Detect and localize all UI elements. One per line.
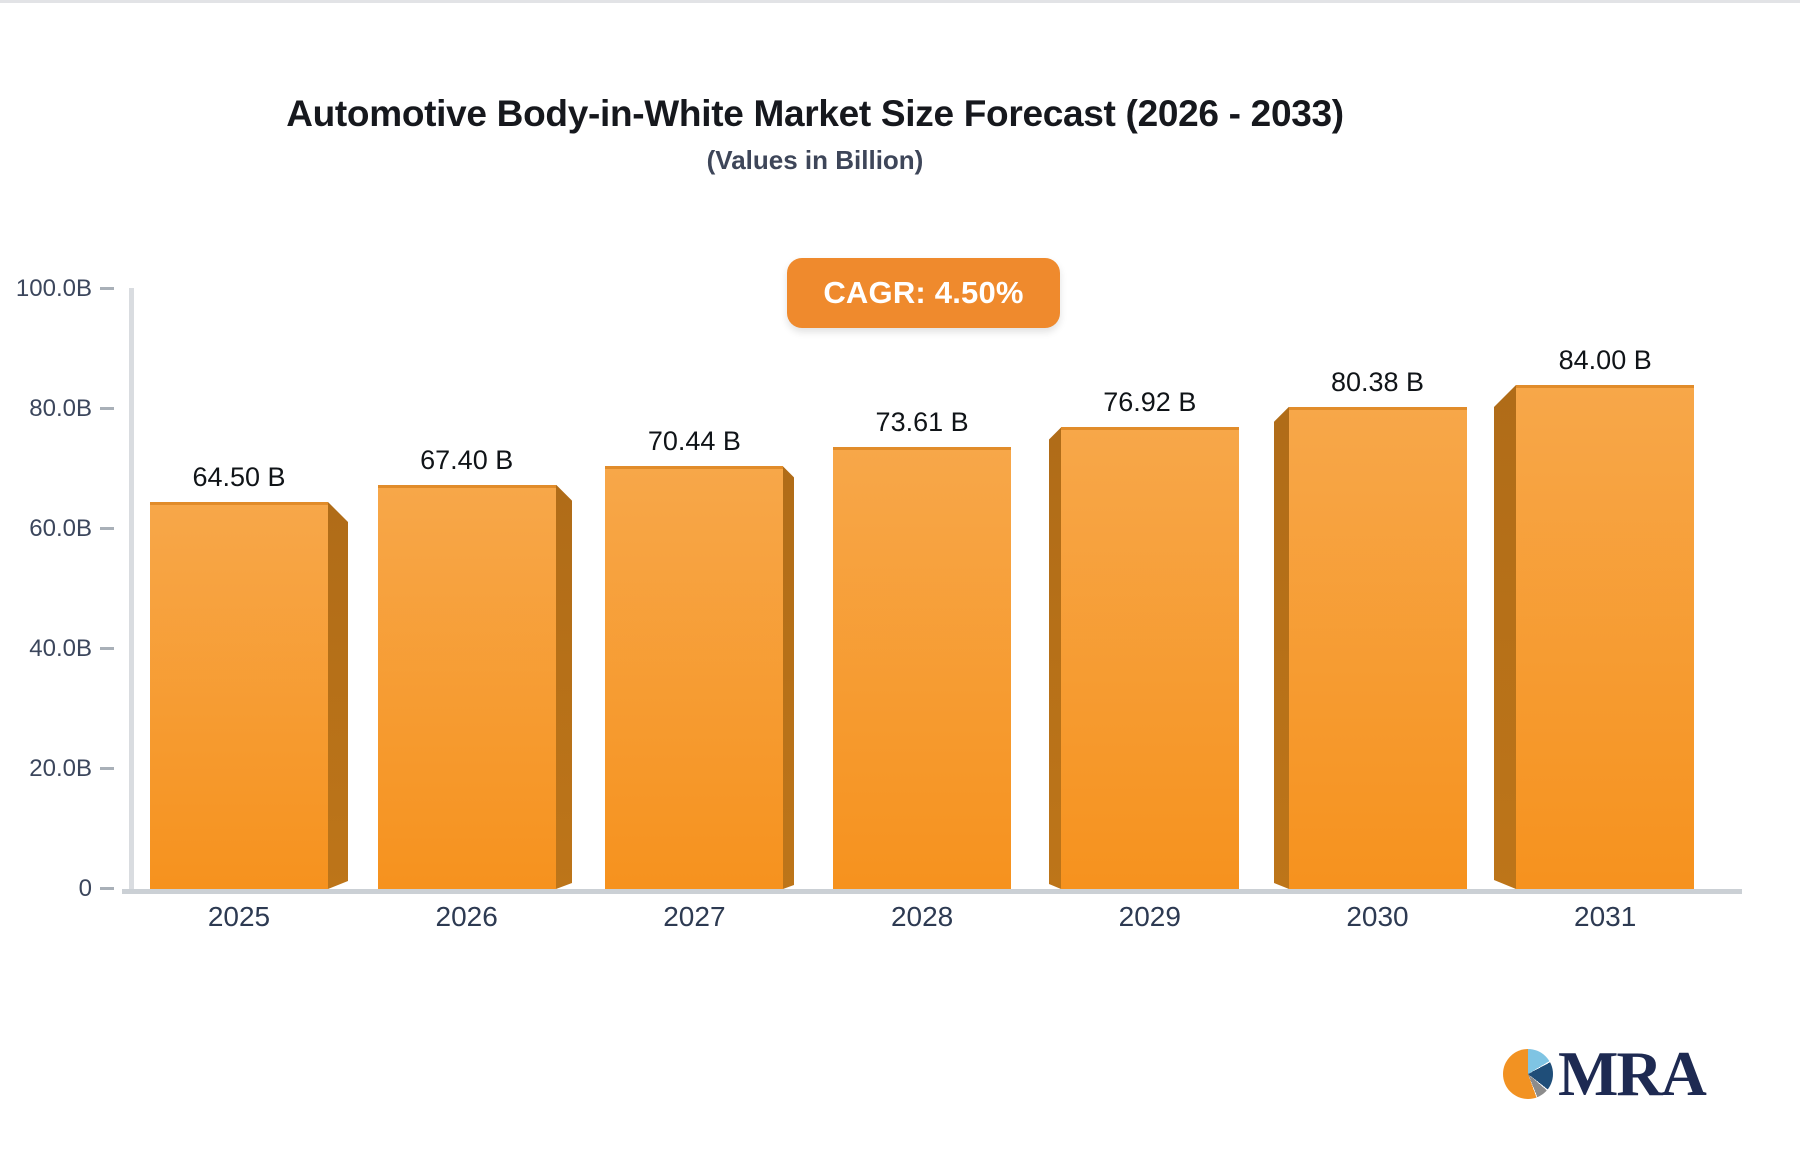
y-axis-tick <box>100 647 114 650</box>
bar-side-face <box>1049 427 1061 889</box>
bar-2028 <box>833 447 1011 889</box>
cagr-badge-label: CAGR: 4.50% <box>823 275 1024 310</box>
y-axis-label: 100.0B <box>15 275 92 302</box>
bar-chart: 0 20.0B 40.0B 60.0B 80.0B 100.0B 64.50 B 2025 67… <box>0 3 1800 1156</box>
cagr-badge: CAGR: 4.50% <box>787 258 1060 328</box>
bar-2030 <box>1289 406 1467 889</box>
x-axis-label: 2026 <box>435 901 498 932</box>
bar-2027 <box>605 466 783 889</box>
x-axis-label: 2028 <box>890 901 954 932</box>
y-axis-line <box>129 288 134 889</box>
y-axis-tick <box>100 887 114 890</box>
x-axis-label: 2025 <box>207 901 271 932</box>
bar-value-label: 73.61 B <box>875 407 969 438</box>
y-axis-tick <box>100 287 114 290</box>
bar-side-face <box>328 502 348 889</box>
bar-2029 <box>1061 427 1239 889</box>
bar-value-label: 70.44 B <box>647 426 741 457</box>
bar-side-face <box>783 466 794 889</box>
page-title: Automotive Body-in-White Market Size For… <box>286 93 1344 134</box>
y-axis-label: 20.0B <box>29 755 92 782</box>
y-axis-tick <box>100 527 114 530</box>
page-subtitle: (Values in Billion) <box>706 145 924 175</box>
x-axis-label: 2029 <box>1118 901 1181 932</box>
bar-2026 <box>378 484 556 889</box>
logo-pie-icon <box>1503 1049 1553 1099</box>
bar-side-face <box>1274 407 1289 889</box>
chart-header: Automotive Body-in-White Market Size For… <box>0 93 1630 176</box>
y-axis-label: 60.0B <box>29 515 92 542</box>
bar-value-label: 84.00 B <box>1558 345 1652 375</box>
y-axis-label: 0 <box>78 875 92 902</box>
bar-side-face <box>556 485 572 889</box>
brand-logo: MRA <box>1503 1038 1707 1110</box>
bar-value-label: 64.50 B <box>192 462 286 492</box>
bar-value-label: 67.40 B <box>420 444 514 475</box>
y-axis-tick <box>100 407 114 410</box>
y-axis-label: 80.0B <box>29 395 92 422</box>
bar-2031 <box>1516 385 1694 889</box>
bar-value-label: 76.92 B <box>1103 387 1197 418</box>
bar-2025 <box>150 502 328 889</box>
x-axis-baseline <box>122 889 1742 894</box>
bar-value-label: 80.38 B <box>1330 366 1425 397</box>
x-axis-label: 2031 <box>1574 901 1637 932</box>
logo-text: MRA <box>1558 1038 1707 1109</box>
x-axis-label: 2027 <box>663 901 726 932</box>
y-axis-label: 40.0B <box>29 635 92 662</box>
y-axis-tick <box>100 767 114 770</box>
bar-side-face <box>1494 385 1516 889</box>
x-axis-label: 2030 <box>1346 901 1409 932</box>
